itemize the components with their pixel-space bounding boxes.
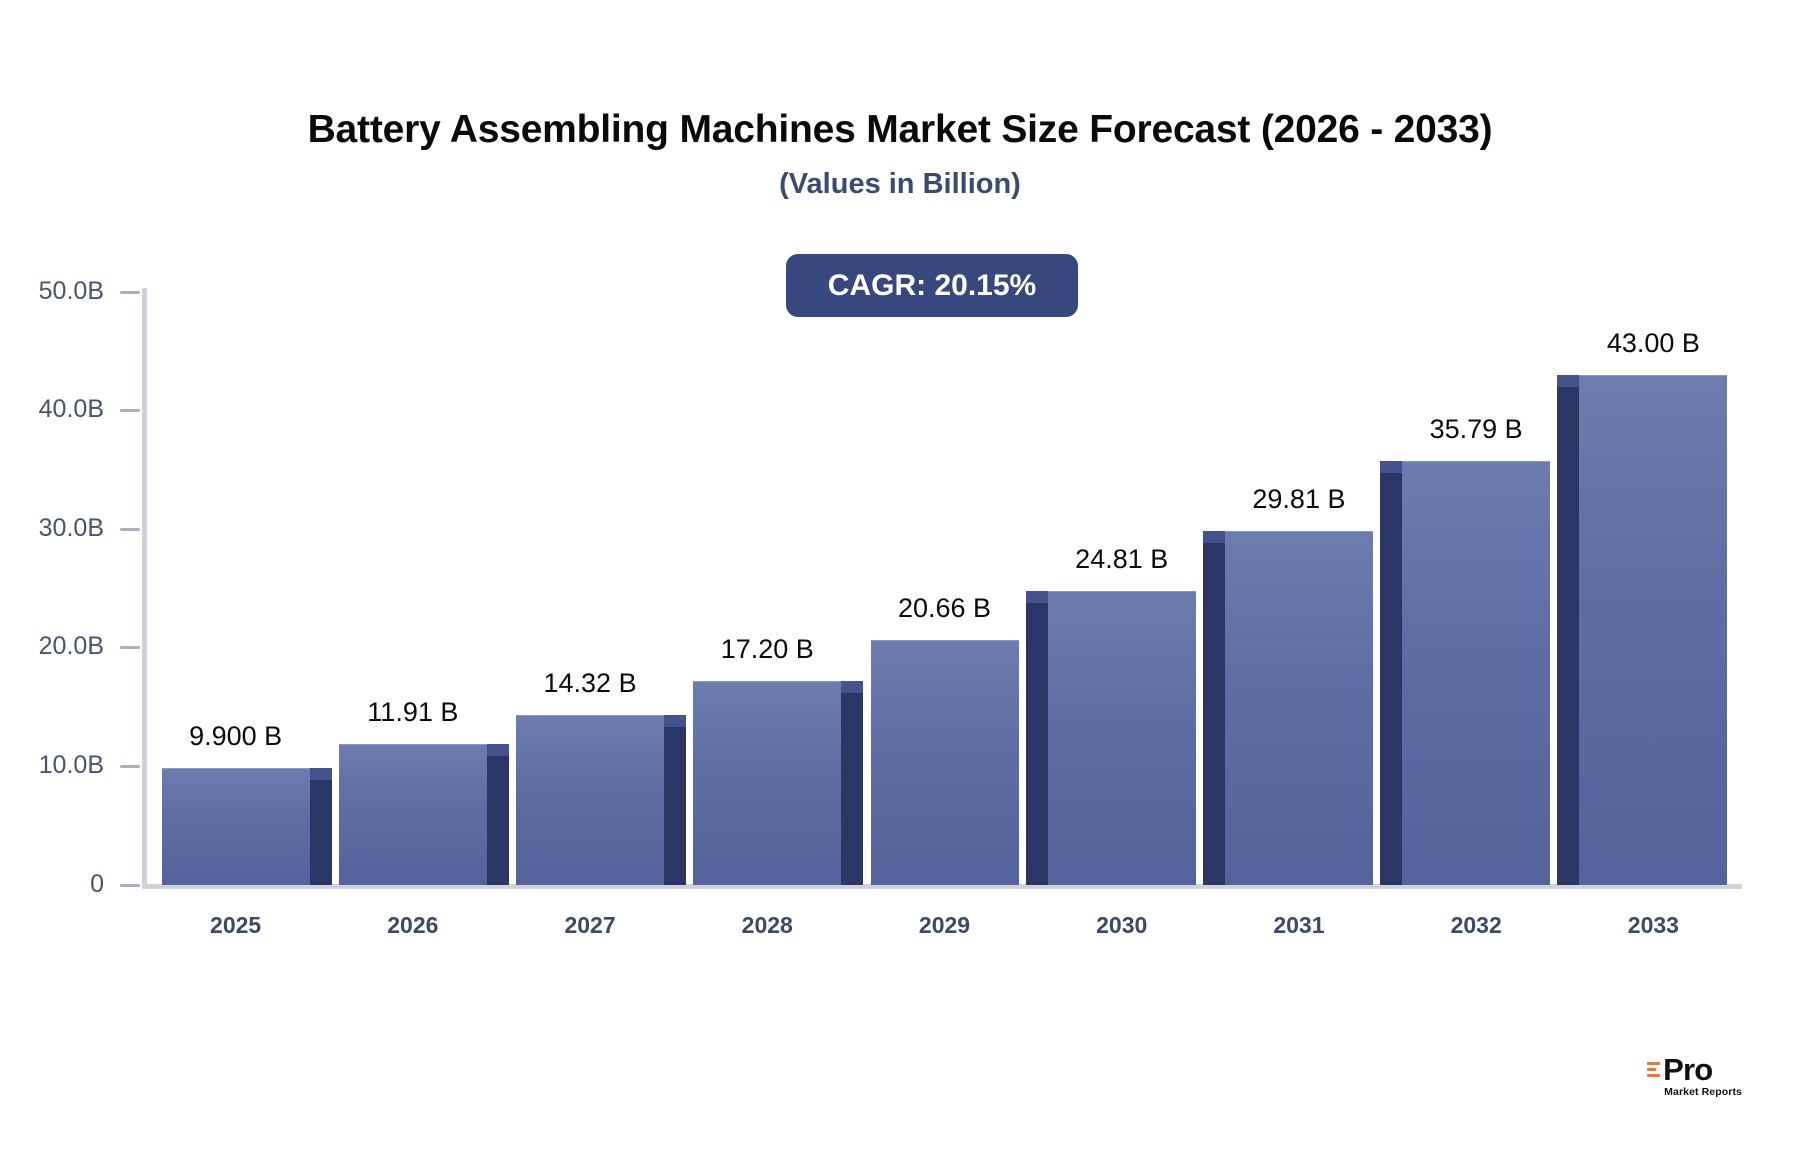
logo-tagline: Market Reports bbox=[1664, 1086, 1742, 1098]
bar-value-label: 35.79 B bbox=[1429, 413, 1523, 444]
bar-front-face bbox=[338, 743, 487, 885]
y-axis-tick-label: 50.0B bbox=[38, 276, 104, 305]
bar-value-label: 17.20 B bbox=[720, 634, 814, 665]
bar-side-face bbox=[1557, 387, 1580, 885]
y-axis-tick-label: 20.0B bbox=[38, 632, 104, 661]
y-axis-tick-label: 40.0B bbox=[38, 395, 104, 424]
brand-logo: Pro Market Reports bbox=[1647, 1051, 1742, 1098]
logo-name: Pro bbox=[1663, 1051, 1713, 1087]
bar-wrapper: 14.32 B bbox=[516, 670, 687, 885]
bar-value-label: 11.91 B bbox=[367, 696, 459, 727]
bar-wrapper: 43.00 B bbox=[1557, 330, 1728, 885]
x-axis-tick-label: 2025 bbox=[210, 912, 262, 938]
bar-value-label: 29.81 B bbox=[1252, 484, 1346, 515]
bar-wrapper: 9.900 B bbox=[161, 722, 332, 885]
chart-subtitle: (Values in Billion) bbox=[779, 168, 1021, 200]
bars-icon bbox=[1647, 1061, 1661, 1078]
bar-wrapper: 20.66 B bbox=[870, 594, 1019, 885]
bar-wrapper: 17.20 B bbox=[693, 636, 864, 885]
cagr-badge-label: CAGR: 20.15% bbox=[827, 268, 1037, 302]
bar-front-face bbox=[1224, 531, 1373, 885]
y-axis-tick-mark bbox=[120, 527, 140, 531]
bar-value-label: 20.66 B bbox=[897, 592, 992, 623]
x-axis-tick-label: 2033 bbox=[1627, 912, 1679, 938]
y-axis-line bbox=[142, 288, 147, 888]
bar-wrapper: 24.81 B bbox=[1025, 545, 1196, 885]
bar-front-face bbox=[516, 715, 665, 885]
y-axis-tick-label: 0 bbox=[90, 869, 104, 898]
y-axis-tick-label: 30.0B bbox=[38, 513, 104, 542]
bar-value-label: 14.32 B bbox=[543, 668, 637, 699]
x-axis-tick-label: 2028 bbox=[741, 912, 793, 938]
chart-title: Battery Assembling Machines Market Size … bbox=[307, 108, 1493, 151]
bar-side-face bbox=[1380, 472, 1403, 885]
bar-front-face bbox=[870, 639, 1019, 885]
bar-side-face bbox=[841, 693, 864, 885]
bar-side-face bbox=[1202, 543, 1225, 885]
y-axis-tick-mark bbox=[120, 646, 140, 650]
x-axis-line bbox=[142, 884, 1742, 889]
x-axis-tick-label: 2030 bbox=[1096, 912, 1148, 938]
bar-wrapper: 11.91 B bbox=[338, 698, 509, 885]
y-axis-tick-mark bbox=[120, 409, 140, 413]
bar-side-face bbox=[664, 727, 687, 885]
y-axis-tick-mark bbox=[120, 290, 140, 294]
x-axis-tick-label: 2026 bbox=[387, 912, 439, 938]
bar-front-face bbox=[1579, 375, 1728, 885]
x-axis-tick-label: 2031 bbox=[1273, 912, 1325, 938]
bar-value-label: 43.00 B bbox=[1606, 328, 1700, 359]
bar-front-face bbox=[161, 767, 310, 885]
bar-side-face bbox=[309, 779, 332, 885]
cagr-badge: CAGR: 20.15% bbox=[786, 254, 1078, 317]
bar-wrapper: 29.81 B bbox=[1202, 486, 1373, 885]
bar-value-label: 24.81 B bbox=[1075, 543, 1169, 574]
bar-value-label: 9.900 B bbox=[189, 720, 283, 751]
y-axis-tick-label: 10.0B bbox=[38, 750, 104, 779]
bar-wrapper: 35.79 B bbox=[1380, 415, 1551, 885]
y-axis-tick-mark bbox=[120, 883, 140, 887]
bar-side-face bbox=[1025, 602, 1048, 885]
y-axis-tick-mark bbox=[120, 764, 140, 768]
x-axis-tick-label: 2029 bbox=[918, 912, 971, 938]
bar-side-face bbox=[486, 755, 509, 885]
x-axis-tick-label: 2032 bbox=[1450, 912, 1502, 938]
x-axis-tick-label: 2027 bbox=[564, 912, 616, 938]
bar-front-face bbox=[1047, 590, 1196, 885]
bar-front-face bbox=[693, 681, 842, 885]
bar-front-face bbox=[1402, 460, 1551, 885]
logo-main: Pro bbox=[1647, 1051, 1713, 1087]
